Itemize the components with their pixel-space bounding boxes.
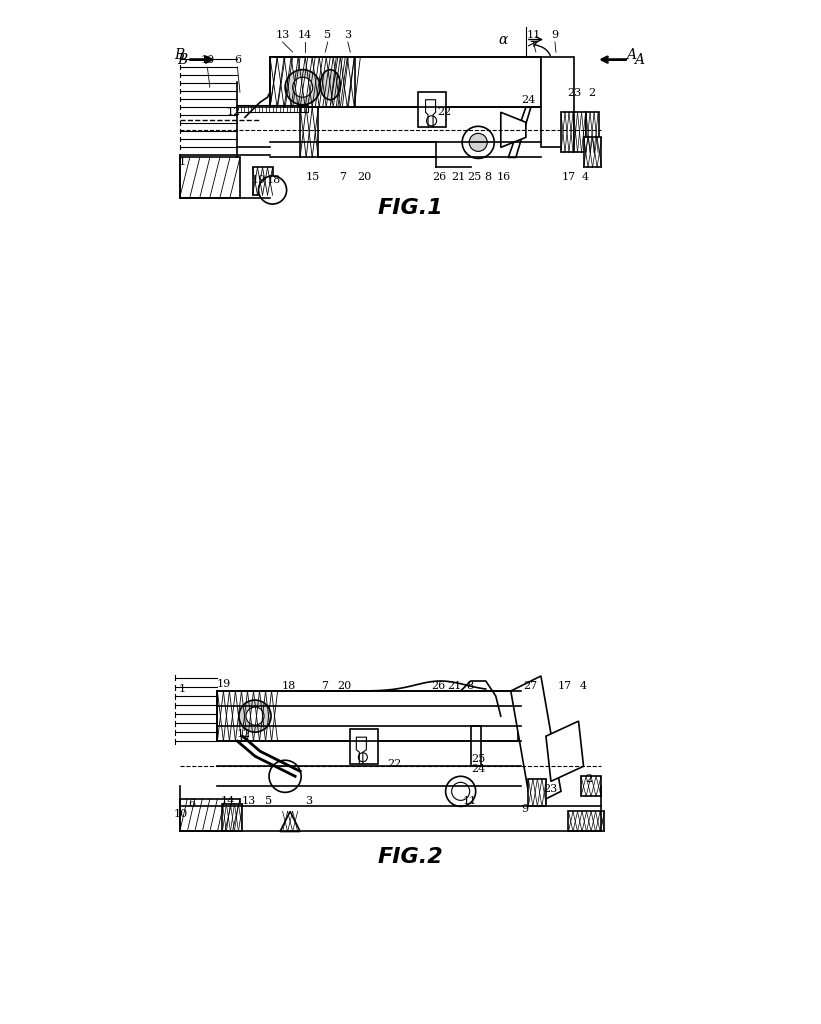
Text: 4: 4 xyxy=(580,681,587,691)
Bar xyxy=(586,113,599,153)
Polygon shape xyxy=(511,676,561,806)
Text: 10: 10 xyxy=(174,809,188,819)
Bar xyxy=(470,726,481,766)
Circle shape xyxy=(246,708,264,725)
Text: 8: 8 xyxy=(466,681,473,691)
Circle shape xyxy=(462,126,494,159)
Text: 7: 7 xyxy=(339,172,346,182)
Circle shape xyxy=(452,782,470,801)
Text: B: B xyxy=(177,52,187,67)
Text: 22: 22 xyxy=(388,759,401,769)
Bar xyxy=(270,57,355,108)
Text: 8: 8 xyxy=(484,172,492,182)
Bar xyxy=(541,57,574,147)
Text: 18: 18 xyxy=(267,175,282,185)
Text: 22: 22 xyxy=(438,108,452,118)
Text: 15: 15 xyxy=(305,172,320,182)
Text: 26: 26 xyxy=(433,172,447,182)
Text: 16: 16 xyxy=(496,172,511,182)
Circle shape xyxy=(427,116,437,126)
Circle shape xyxy=(292,77,313,97)
Bar xyxy=(568,811,603,831)
Text: 27: 27 xyxy=(523,681,537,691)
Bar xyxy=(561,113,574,153)
Text: 17: 17 xyxy=(558,681,572,691)
Bar xyxy=(253,168,273,195)
Text: 12: 12 xyxy=(236,729,251,738)
Bar xyxy=(351,729,378,764)
Text: 2: 2 xyxy=(585,774,592,783)
Text: 3: 3 xyxy=(344,30,351,40)
Polygon shape xyxy=(508,108,531,158)
Text: 5: 5 xyxy=(324,30,332,40)
Text: 20: 20 xyxy=(337,681,351,691)
Text: α: α xyxy=(498,33,508,46)
Text: 7: 7 xyxy=(321,681,328,691)
Text: 25: 25 xyxy=(468,172,482,182)
Circle shape xyxy=(269,760,301,793)
Ellipse shape xyxy=(320,70,340,99)
Text: 24: 24 xyxy=(471,764,485,774)
Text: 24: 24 xyxy=(521,95,535,104)
Text: 14: 14 xyxy=(220,797,235,806)
Circle shape xyxy=(239,700,271,732)
Text: 17: 17 xyxy=(562,172,576,182)
Bar xyxy=(529,779,546,806)
Text: FIG.2: FIG.2 xyxy=(378,847,443,866)
Bar xyxy=(237,104,308,113)
Text: 3: 3 xyxy=(305,797,313,806)
Text: 10: 10 xyxy=(200,54,214,65)
Bar xyxy=(581,776,601,797)
Circle shape xyxy=(285,70,320,104)
Text: 1: 1 xyxy=(179,683,186,693)
Text: 20: 20 xyxy=(357,172,371,182)
Text: 21: 21 xyxy=(447,681,461,691)
Bar xyxy=(218,691,518,741)
Bar xyxy=(180,799,240,831)
Text: B: B xyxy=(175,47,185,61)
Polygon shape xyxy=(280,811,300,831)
Polygon shape xyxy=(501,113,526,147)
Text: 13: 13 xyxy=(242,797,256,806)
FancyBboxPatch shape xyxy=(270,57,541,108)
Circle shape xyxy=(358,753,367,762)
Bar xyxy=(584,137,601,168)
Text: A: A xyxy=(634,52,644,67)
Text: A: A xyxy=(626,47,636,61)
Circle shape xyxy=(469,133,487,152)
Text: 11: 11 xyxy=(526,30,540,40)
Text: 14: 14 xyxy=(298,30,312,40)
Polygon shape xyxy=(546,721,584,781)
Text: FIG.1: FIG.1 xyxy=(378,198,443,217)
Text: 12: 12 xyxy=(227,108,241,118)
Text: 23: 23 xyxy=(543,783,557,794)
Text: 25: 25 xyxy=(471,754,485,764)
Text: 9: 9 xyxy=(552,30,558,40)
Circle shape xyxy=(259,176,287,204)
Text: 5: 5 xyxy=(265,797,273,806)
Text: 9: 9 xyxy=(521,804,529,814)
Text: 21: 21 xyxy=(451,172,466,182)
Text: 6: 6 xyxy=(189,799,196,809)
Text: 1: 1 xyxy=(179,158,186,168)
Bar xyxy=(222,804,242,831)
FancyBboxPatch shape xyxy=(180,158,240,198)
Text: 18: 18 xyxy=(282,681,296,691)
Text: 13: 13 xyxy=(276,30,290,40)
Text: 2: 2 xyxy=(589,88,596,98)
Bar xyxy=(418,92,446,127)
Text: 26: 26 xyxy=(431,681,445,691)
Text: 11: 11 xyxy=(462,797,477,806)
Text: 4: 4 xyxy=(581,172,589,182)
Text: 19: 19 xyxy=(217,679,231,688)
Text: 19: 19 xyxy=(252,175,266,185)
Circle shape xyxy=(446,776,475,806)
Text: 6: 6 xyxy=(234,54,241,65)
Bar xyxy=(574,113,586,153)
Text: 23: 23 xyxy=(566,88,581,98)
